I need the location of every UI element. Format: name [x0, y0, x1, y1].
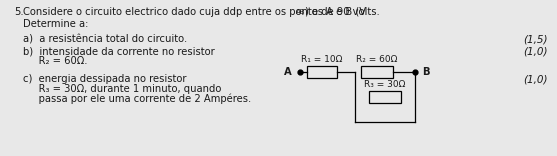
Text: Considere o circuito electrico dado cuja ddp entre os pontos A e B (V: Considere o circuito electrico dado cuja…	[23, 7, 366, 17]
Text: R₂ = 60Ω.: R₂ = 60Ω.	[23, 56, 87, 66]
Text: R₁ = 10Ω: R₁ = 10Ω	[301, 55, 343, 64]
Text: B: B	[422, 67, 429, 77]
Text: Determine a:: Determine a:	[23, 19, 89, 29]
Text: ) e de 90 volts.: ) e de 90 volts.	[305, 7, 380, 17]
Text: (1,5): (1,5)	[524, 34, 548, 44]
Text: A: A	[284, 67, 292, 77]
Text: (1,0): (1,0)	[524, 46, 548, 56]
Text: a)  a resistência total do circuito.: a) a resistência total do circuito.	[23, 34, 187, 44]
Text: AB: AB	[296, 9, 305, 15]
Text: 5.: 5.	[14, 7, 23, 17]
Text: passa por ele uma corrente de 2 Ampéres.: passa por ele uma corrente de 2 Ampéres.	[23, 94, 251, 105]
Text: b)  intensidade da corrente no resistor: b) intensidade da corrente no resistor	[23, 46, 215, 56]
Bar	[307, 66, 337, 78]
Bar	[369, 91, 401, 103]
Text: c)  energia dessipada no resistor: c) energia dessipada no resistor	[23, 74, 187, 84]
Text: (1,0): (1,0)	[524, 74, 548, 84]
Bar	[361, 66, 393, 78]
Text: R₃ = 30Ω: R₃ = 30Ω	[364, 80, 405, 89]
Text: R₃ = 30Ω, durante 1 minuto, quando: R₃ = 30Ω, durante 1 minuto, quando	[23, 84, 221, 94]
Text: R₂ = 60Ω: R₂ = 60Ω	[356, 55, 398, 64]
